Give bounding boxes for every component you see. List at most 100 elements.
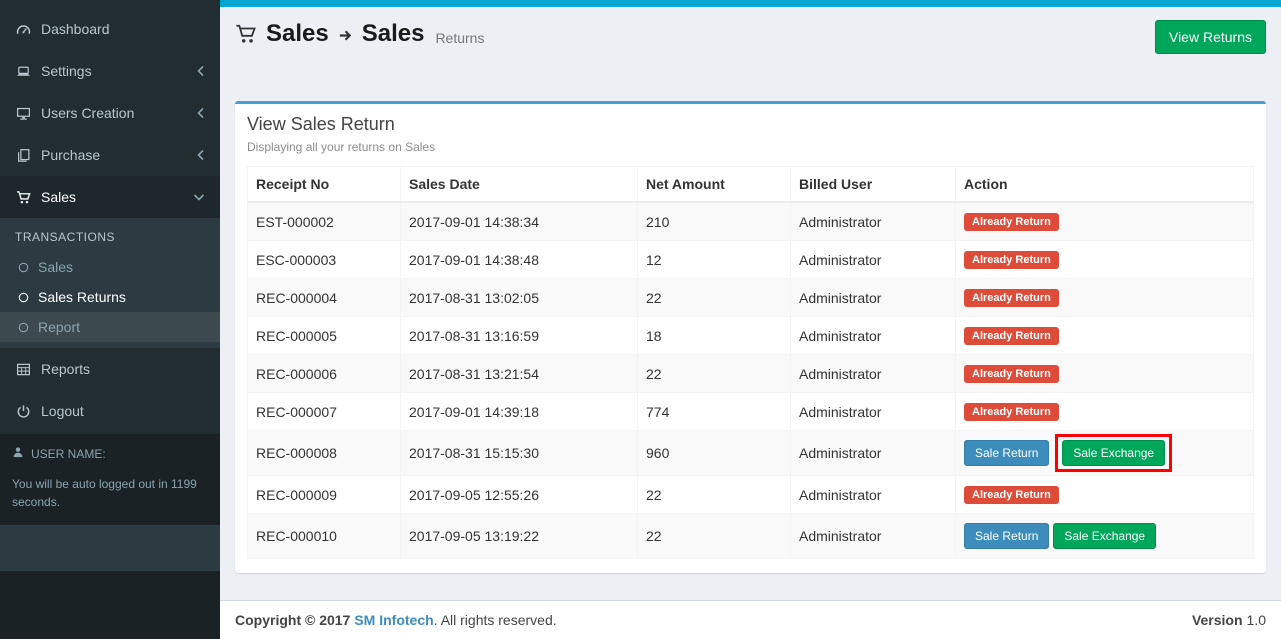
submenu-item-sales[interactable]: Sales (0, 252, 220, 282)
sale-exchange-button[interactable]: Sale Exchange (1062, 440, 1166, 467)
view-returns-button[interactable]: View Returns (1154, 20, 1266, 54)
action-cell: Already Return (955, 475, 1254, 514)
sidebar-item-sales[interactable]: Sales (0, 176, 220, 218)
sidebar-item-logout[interactable]: Logout (0, 390, 220, 432)
sales-date-cell: 2017-08-31 15:15:30 (400, 430, 638, 476)
table-header-row: Receipt No Sales Date Net Amount Billed … (247, 166, 1254, 203)
sidebar-item-label: Dashboard (41, 21, 110, 37)
footer: Copyright © 2017 SM Infotech. All rights … (220, 600, 1281, 639)
net-amount-cell: 12 (637, 240, 791, 279)
sales-return-panel: View Sales Return Displaying all your re… (235, 101, 1266, 573)
desktop-icon (15, 106, 31, 121)
page-header: Sales Sales Returns View Returns (235, 20, 1266, 54)
sidebar-item-users-creation[interactable]: Users Creation (0, 92, 220, 134)
receipt-no-cell: REC-000008 (247, 430, 401, 476)
already-return-badge: Already Return (964, 365, 1059, 383)
submenu-item-sales-returns[interactable]: Sales Returns (0, 282, 220, 312)
breadcrumb-primary: Sales (266, 20, 329, 47)
sales-date-cell: 2017-09-05 12:55:26 (400, 475, 638, 514)
breadcrumb-sub: Returns (435, 30, 485, 46)
user-name-label: USER NAME: (31, 446, 106, 461)
arrow-right-icon (338, 25, 353, 43)
chevron-down-icon (193, 193, 205, 202)
chevron-left-icon (196, 107, 205, 119)
action-cell: Sale Return Sale Exchange (955, 430, 1254, 476)
sidebar-item-purchase[interactable]: Purchase (0, 134, 220, 176)
net-amount-cell: 960 (637, 430, 791, 476)
net-amount-cell: 18 (637, 316, 791, 355)
sidebar-item-label: Reports (41, 361, 91, 377)
sidebar-menu: Dashboard Settings Users Creation (0, 0, 220, 432)
table-row: REC-000009 2017-09-05 12:55:26 22 Administr… (247, 475, 1254, 514)
table-row: REC-000007 2017-09-01 14:39:18 774 Administ… (247, 392, 1254, 431)
column-header-sales-date: Sales Date (400, 166, 638, 203)
copyright-prefix: Copyright © 2017 (235, 612, 351, 628)
receipt-no-cell: REC-000007 (247, 392, 401, 431)
billed-user-cell: Administrator (790, 316, 956, 355)
main-area: Sales Sales Returns View Returns View Sa… (220, 0, 1281, 639)
net-amount-cell: 774 (637, 392, 791, 431)
table-row: REC-000010 2017-09-05 13:19:22 22 Administr… (247, 513, 1254, 559)
version-value: 1.0 (1246, 612, 1266, 628)
receipt-no-cell: REC-000009 (247, 475, 401, 514)
action-cell: Already Return (955, 240, 1254, 279)
page-title: Sales Sales Returns (235, 20, 484, 48)
chevron-left-icon (196, 65, 205, 77)
sale-return-button[interactable]: Sale Return (964, 440, 1050, 466)
action-cell: Already Return (955, 354, 1254, 393)
receipt-no-cell: REC-000005 (247, 316, 401, 355)
billed-user-cell: Administrator (790, 392, 956, 431)
cart-icon (15, 190, 31, 205)
company-link[interactable]: SM Infotech (354, 612, 434, 628)
sales-date-cell: 2017-08-31 13:02:05 (400, 278, 638, 317)
sidebar: Dashboard Settings Users Creation (0, 0, 220, 639)
table-row: REC-000004 2017-08-31 13:02:05 22 Administr… (247, 278, 1254, 317)
submenu-item-report[interactable]: Report (0, 312, 220, 342)
sidebar-decoration-band (0, 525, 220, 571)
net-amount-cell: 210 (637, 201, 791, 241)
sidebar-decoration-band (0, 571, 220, 639)
cart-icon (235, 23, 257, 45)
action-cell: Already Return (955, 316, 1254, 355)
already-return-badge: Already Return (964, 403, 1059, 421)
auto-logout-notice: You will be auto logged out in 1199 seco… (12, 477, 197, 509)
version-text: Version 1.0 (1192, 612, 1266, 628)
table-row: REC-000005 2017-08-31 13:16:59 18 Administr… (247, 316, 1254, 355)
net-amount-cell: 22 (637, 354, 791, 393)
sidebar-item-label: Settings (41, 63, 92, 79)
sidebar-item-settings[interactable]: Settings (0, 50, 220, 92)
receipt-no-cell: REC-000004 (247, 278, 401, 317)
sidebar-item-dashboard[interactable]: Dashboard (0, 8, 220, 50)
already-return-badge: Already Return (964, 213, 1059, 231)
table-row: ESC-000003 2017-09-01 14:38:48 12 Administr… (247, 240, 1254, 279)
sidebar-item-reports[interactable]: Reports (0, 348, 220, 390)
table-row: REC-000006 2017-08-31 13:21:54 22 Administr… (247, 354, 1254, 393)
panel-title: View Sales Return (247, 114, 395, 134)
receipt-no-cell: REC-000010 (247, 513, 401, 559)
breadcrumb-secondary: Sales (361, 20, 425, 47)
submenu-item-label: Report (38, 319, 81, 335)
column-header-action: Action (955, 166, 1254, 203)
billed-user-cell: Administrator (790, 430, 956, 476)
power-icon (15, 404, 31, 419)
copyright-suffix: . All rights reserved. (433, 612, 557, 628)
sale-exchange-button[interactable]: Sale Exchange (1053, 523, 1157, 549)
action-cell: Already Return (955, 201, 1254, 241)
sales-date-cell: 2017-09-01 14:38:34 (400, 201, 638, 241)
sidebar-item-label: Purchase (41, 147, 101, 163)
column-header-billed-user: Billed User (790, 166, 956, 203)
sale-return-button[interactable]: Sale Return (964, 523, 1050, 549)
billed-user-cell: Administrator (790, 475, 956, 514)
copyright-text: Copyright © 2017 SM Infotech. All rights … (235, 612, 557, 628)
billed-user-cell: Administrator (790, 354, 956, 393)
net-amount-cell: 22 (637, 278, 791, 317)
version-label: Version (1191, 612, 1243, 628)
action-cell: Already Return (955, 278, 1254, 317)
content-area: Sales Sales Returns View Returns View Sa… (220, 7, 1281, 600)
top-accent-bar (220, 0, 1281, 7)
action-cell: Already Return (955, 392, 1254, 431)
receipt-no-cell: REC-000006 (247, 354, 401, 393)
already-return-badge: Already Return (964, 327, 1059, 345)
laptop-icon (15, 64, 31, 79)
net-amount-cell: 22 (637, 513, 791, 559)
